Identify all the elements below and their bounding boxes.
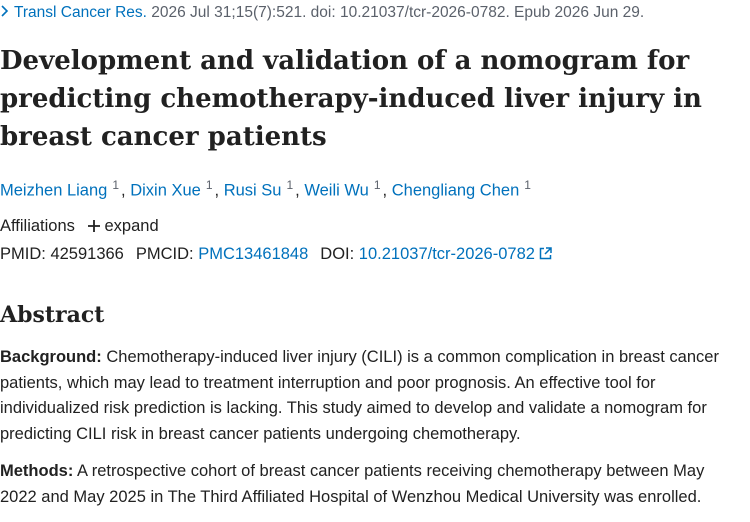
author-link[interactable]: Rusi Su (223, 181, 282, 200)
author-link[interactable]: Meizhen Liang (0, 181, 108, 200)
expand-toggle[interactable]: expand (87, 217, 159, 235)
plus-icon (87, 220, 100, 232)
affiliations-label: Affiliations (0, 217, 75, 235)
external-link-icon (539, 247, 552, 260)
identifier-label: PMCID: (135, 245, 194, 263)
expand-label[interactable]: expand (104, 217, 159, 235)
identifier: PMID: 42591366 (0, 245, 124, 263)
abstract-heading: Abstract (0, 302, 105, 328)
affiliation-number: 1 (373, 178, 381, 192)
author-separator: , (121, 181, 126, 200)
author-separator: , (382, 181, 388, 200)
chevron-icon (1, 5, 9, 17)
abstract-section: Background: Chemotherapy-induced liver i… (0, 345, 725, 447)
abstract-section: Methods: A retrospective cohort of breas… (0, 459, 725, 510)
identifier: DOI: 10.21037/tcr-2026-0782 (320, 245, 552, 263)
section-text: Chemotherapy-induced liver injury (CILI)… (0, 348, 719, 443)
section-label: Methods: (0, 462, 74, 480)
identifier-label: DOI: (320, 245, 355, 263)
authors: Meizhen Liang 1, Dixin Xue 1, Rusi Su 1, We… (0, 178, 533, 201)
journal-link[interactable]: Transl Cancer Res. (14, 4, 147, 21)
abstract: Background: Chemotherapy-induced liver i… (0, 345, 725, 522)
author-separator: , (295, 181, 300, 200)
affiliation-number: 1 (112, 178, 120, 192)
identifier-value: 42591366 (50, 245, 124, 263)
article-title: Development and validation of a nomogram… (0, 46, 702, 152)
identifier-label: PMID: (0, 245, 46, 263)
affiliation-number: 1 (205, 178, 213, 192)
identifiers: PMID: 42591366 PMCID: PMC13461848 DOI: 10.… (0, 245, 564, 264)
author-separator: , (214, 181, 220, 200)
identifier: PMCID: PMC13461848 (136, 245, 308, 263)
identifier-link[interactable]: 10.21037/tcr-2026-0782 (359, 245, 552, 263)
citation: Transl Cancer Res. 2026 Jul 31;15(7):521… (0, 4, 644, 22)
page: Transl Cancer Res. 2026 Jul 31;15(7):521… (0, 4, 719, 506)
affiliations: Affiliations expand (0, 217, 159, 236)
identifier-link[interactable]: PMC13461848 (198, 245, 309, 263)
section-label: Background: (0, 348, 102, 366)
citation-details: 2026 Jul 31;15(7):521. doi: 10.21037/tcr… (151, 4, 645, 21)
author-link[interactable]: Weili Wu (304, 181, 369, 200)
section-text: A retrospective cohort of breast cancer … (0, 462, 705, 506)
author-link[interactable]: Dixin Xue (130, 181, 201, 200)
affiliation-number: 1 (286, 178, 294, 192)
affiliation-number: 1 (524, 178, 531, 192)
author-link[interactable]: Chengliang Chen (391, 181, 520, 200)
